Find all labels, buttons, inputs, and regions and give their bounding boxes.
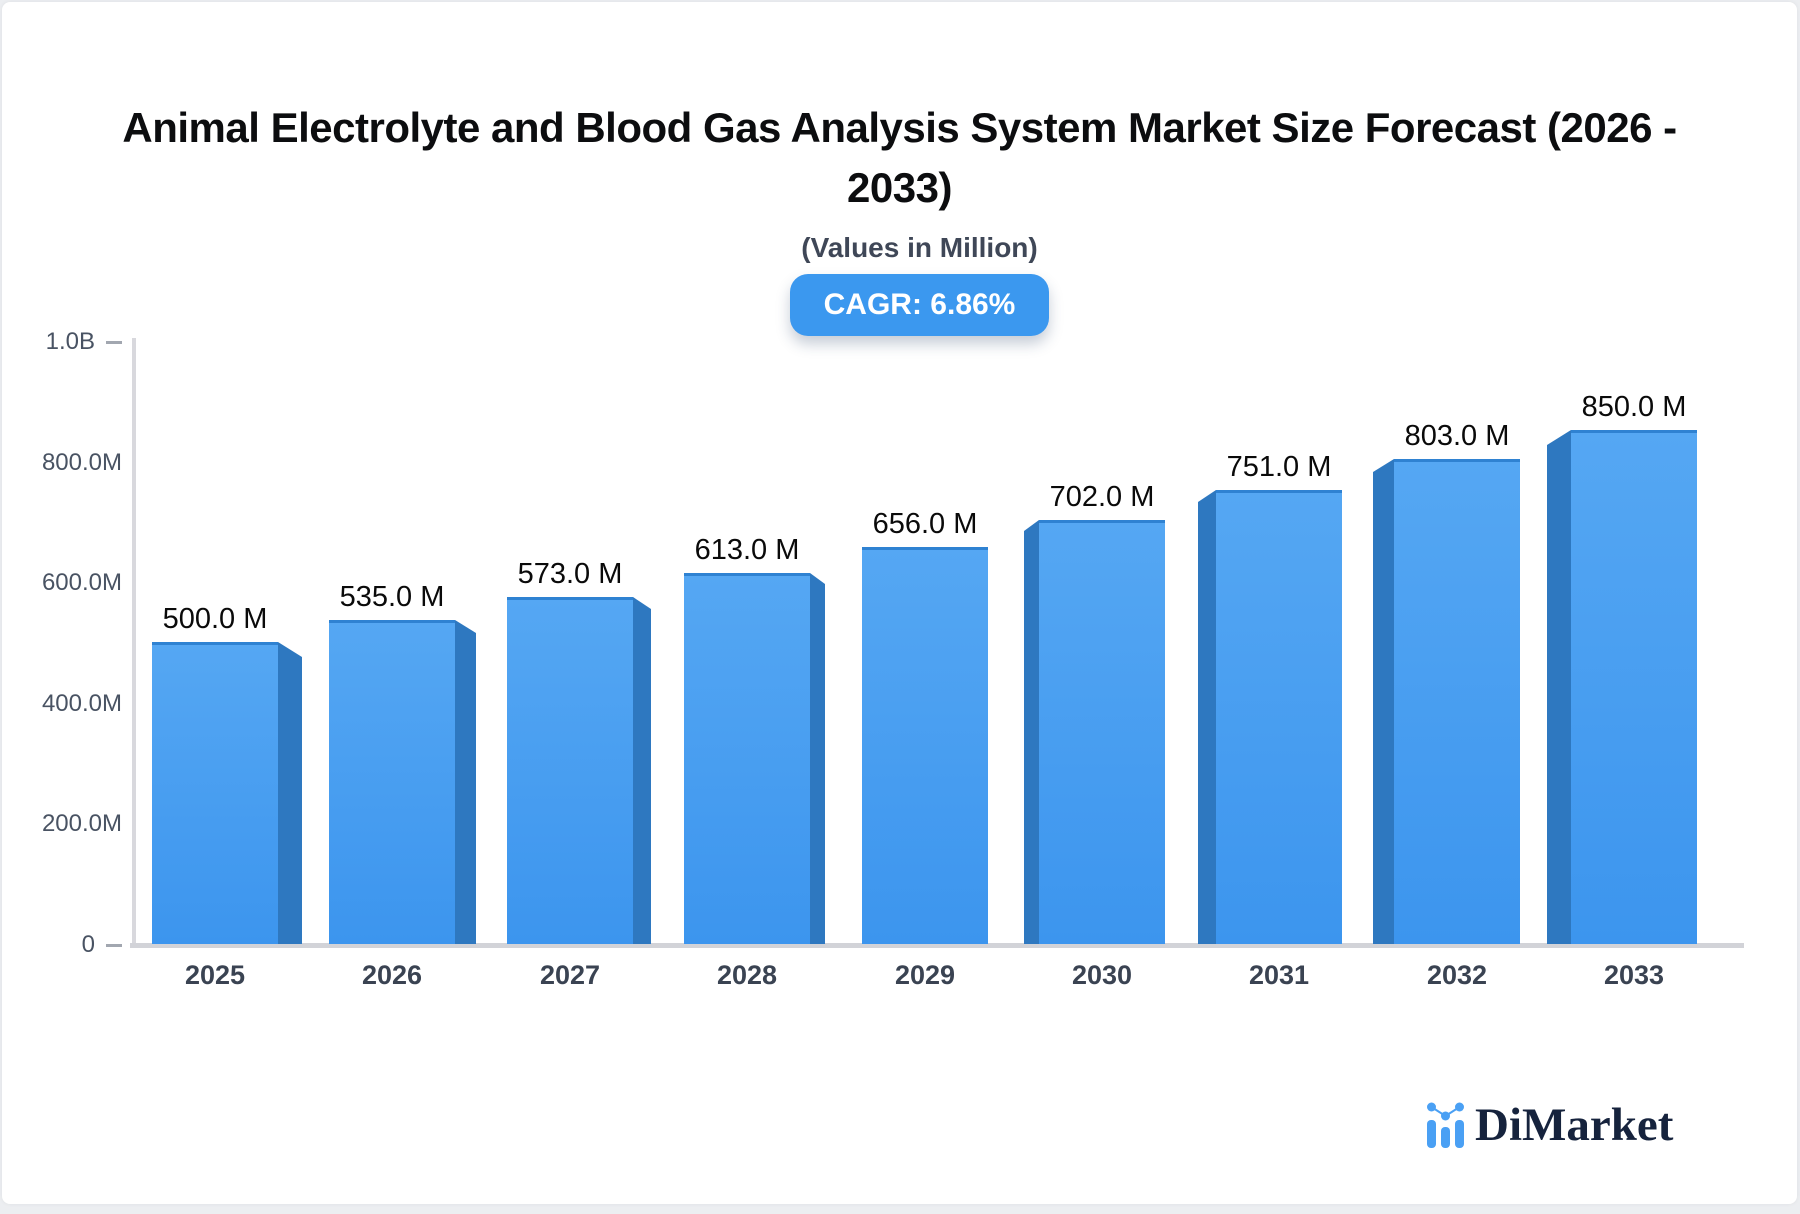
bar-side-2028 xyxy=(810,573,825,944)
x-axis-line xyxy=(130,943,1744,948)
y-axis-tick-1.0B: 1.0B xyxy=(46,328,122,356)
bar-2025 xyxy=(152,642,278,944)
bar-side-2033 xyxy=(1547,430,1571,944)
bar-side-2031 xyxy=(1198,490,1216,944)
y-axis-tick-400.0M: 400.0M xyxy=(42,690,122,718)
bar-value-label: 803.0 M xyxy=(1404,420,1510,452)
x-axis-label-2029: 2029 xyxy=(894,960,956,990)
bar-2031 xyxy=(1216,490,1342,944)
y-axis-tick-200.0M: 200.0M xyxy=(42,810,122,838)
x-axis-label-2025: 2025 xyxy=(184,960,246,990)
chart-header: Animal Electrolyte and Blood Gas Analysi… xyxy=(2,98,1797,336)
bar-side-2032 xyxy=(1373,459,1394,944)
bar-value-label: 751.0 M xyxy=(1226,451,1332,483)
y-axis-tick-0: 0 xyxy=(82,931,122,959)
chart-title-line-1: Animal Electrolyte and Blood Gas Analysi… xyxy=(122,104,1677,151)
x-axis-label-2032: 2032 xyxy=(1426,960,1488,990)
bar-side-2030 xyxy=(1024,520,1039,944)
y-axis-tick-label: 1.0B xyxy=(45,328,95,355)
chart-title-line-2: 2033) xyxy=(847,164,952,211)
y-axis-tick-label: 200.0M xyxy=(41,810,122,838)
dimarket-logo: DiMarket xyxy=(1423,1100,1673,1150)
y-axis-tick-800.0M: 800.0M xyxy=(42,449,122,477)
bar-side-2026 xyxy=(455,620,476,944)
bar-value-label: 573.0 M xyxy=(517,558,623,590)
tick-dash xyxy=(106,943,122,947)
logo-text: DiMarket xyxy=(1475,1099,1674,1151)
y-axis-tick-600.0M: 600.0M xyxy=(42,569,122,597)
y-axis-tick-label: 0 xyxy=(81,931,95,958)
x-axis-label-2033: 2033 xyxy=(1603,960,1665,990)
bar-value-label: 613.0 M xyxy=(694,534,800,566)
bar-2028 xyxy=(684,573,810,944)
bar-2033 xyxy=(1571,430,1697,944)
bar-side-2027 xyxy=(633,597,651,944)
chart-subtitle: (Values in Million) xyxy=(801,232,1038,263)
bar-2029 xyxy=(862,547,988,944)
x-axis-label-2026: 2026 xyxy=(361,960,423,990)
bar-chart-with-dots-icon xyxy=(1427,1102,1464,1148)
x-axis-label-2031: 2031 xyxy=(1248,960,1310,990)
bar-value-label: 702.0 M xyxy=(1049,481,1155,513)
y-axis-tick-label: 800.0M xyxy=(41,448,122,476)
x-axis-label-2028: 2028 xyxy=(716,960,778,990)
x-axis-label-2027: 2027 xyxy=(539,960,601,990)
bar-2027 xyxy=(507,597,633,944)
bar-value-label: 850.0 M xyxy=(1581,391,1687,423)
y-axis-line xyxy=(132,338,136,948)
bar-side-2025 xyxy=(278,642,302,944)
bar-value-label: 535.0 M xyxy=(339,581,445,613)
x-axis-label-2030: 2030 xyxy=(1071,960,1133,990)
bar-2032 xyxy=(1394,459,1520,944)
y-axis-tick-label: 400.0M xyxy=(41,689,122,717)
bar-value-label: 500.0 M xyxy=(162,603,268,635)
tick-dash xyxy=(106,340,122,344)
cagr-badge: CAGR: 6.86% xyxy=(789,274,1050,336)
bar-2030 xyxy=(1039,520,1165,944)
y-axis-tick-label: 600.0M xyxy=(41,569,122,597)
bar-2026 xyxy=(329,620,455,944)
bar-value-label: 656.0 M xyxy=(872,508,978,540)
